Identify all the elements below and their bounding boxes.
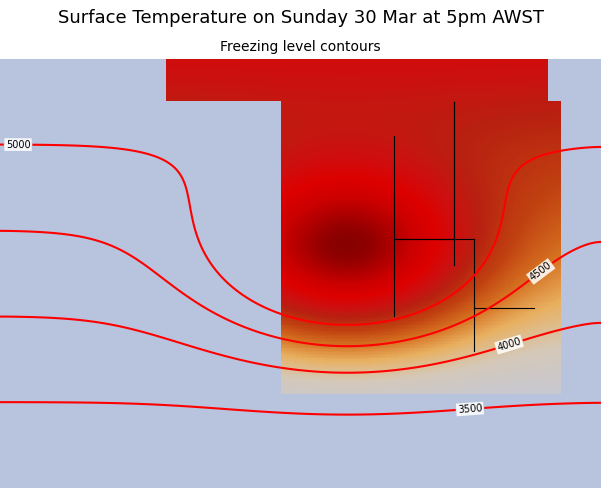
Text: Surface Temperature on Sunday 30 Mar at 5pm AWST: Surface Temperature on Sunday 30 Mar at … xyxy=(58,9,543,26)
Text: 3500: 3500 xyxy=(457,403,483,415)
Text: 5000: 5000 xyxy=(6,140,31,150)
Text: Freezing level contours: Freezing level contours xyxy=(220,40,381,54)
Text: 4000: 4000 xyxy=(496,336,522,353)
Text: 4500: 4500 xyxy=(528,260,554,283)
